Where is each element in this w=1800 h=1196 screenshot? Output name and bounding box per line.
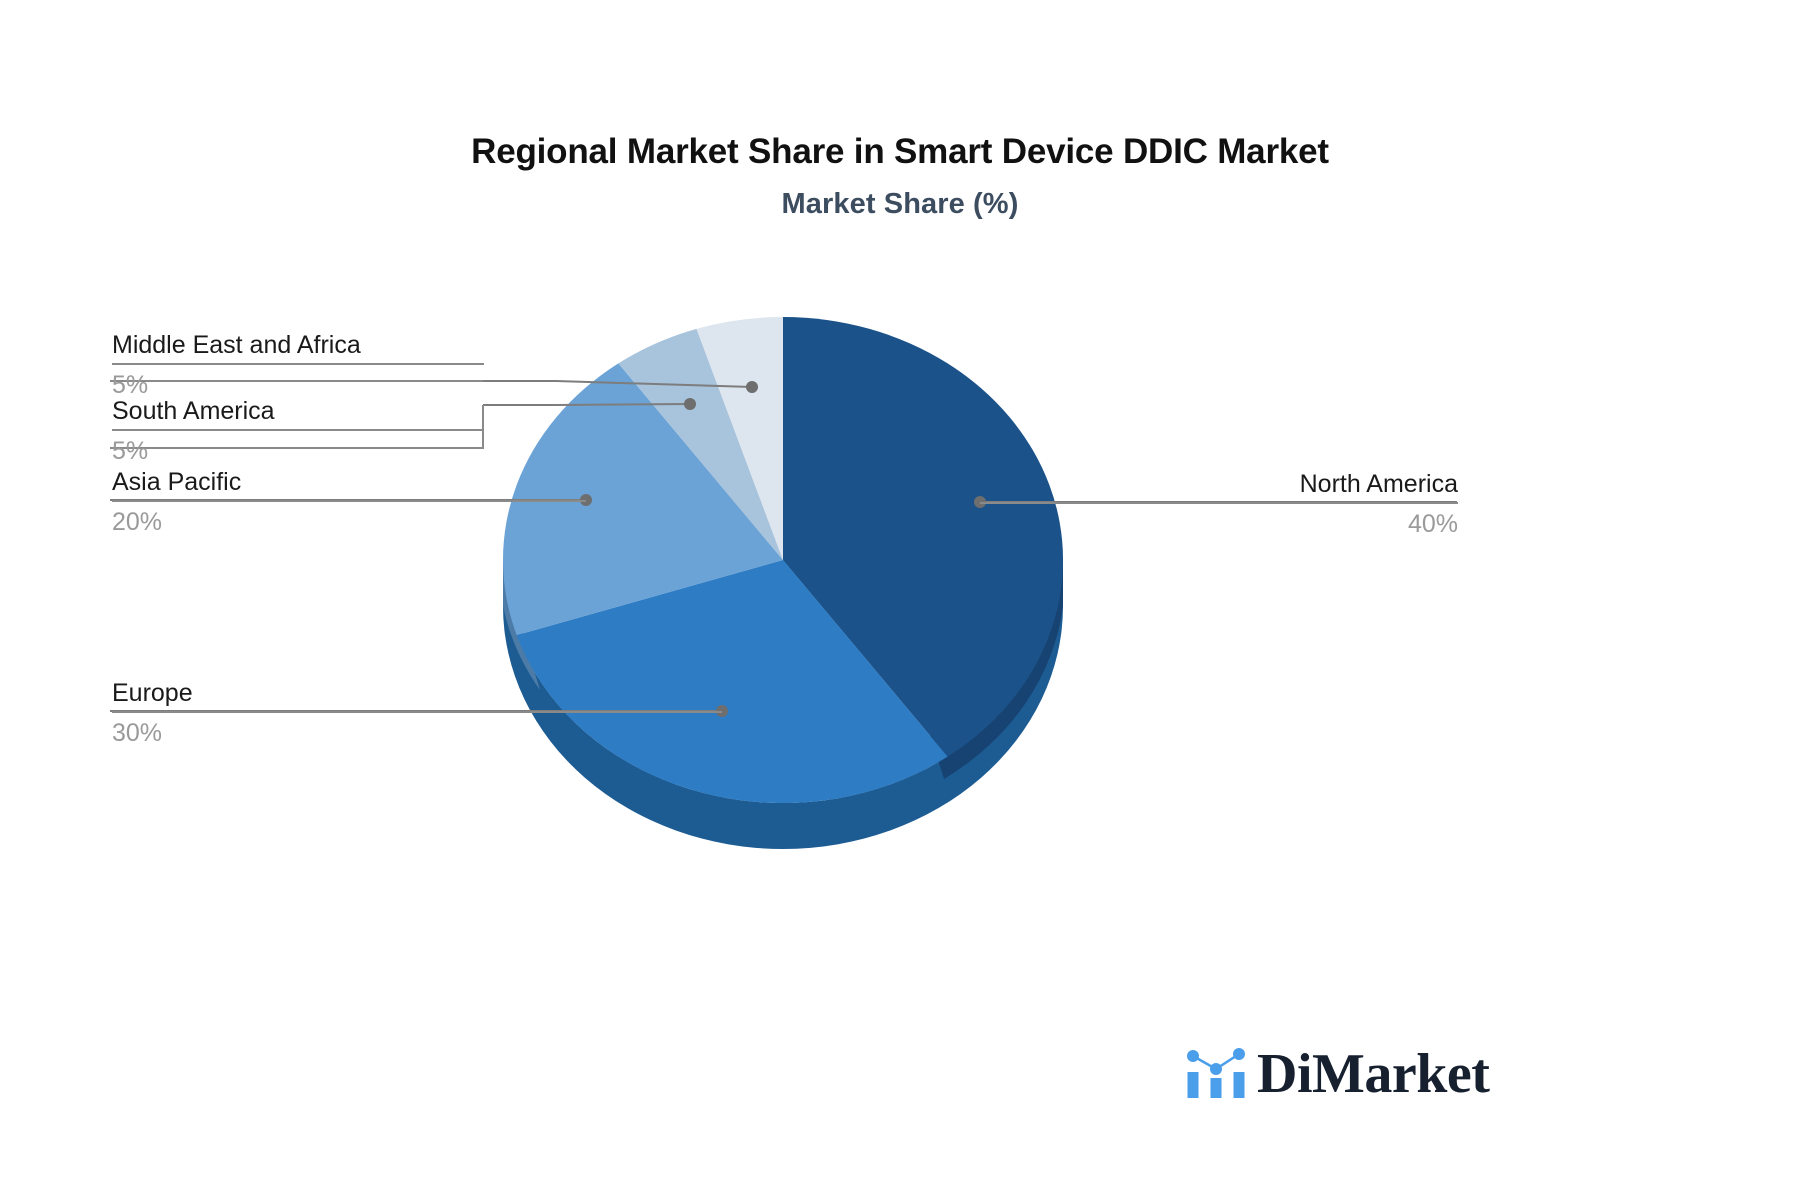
callout-south-america: South America 5% — [112, 396, 484, 467]
page-title: Regional Market Share in Smart Device DD… — [471, 132, 1329, 171]
leader-line-south-america — [483, 403, 691, 406]
leader-dot-middle-east-and-africa — [746, 381, 758, 393]
callout-value-south-america: 5% — [112, 437, 149, 465]
bar-chart-icon — [1187, 1048, 1245, 1098]
chart-subtitle: Market Share (%) — [781, 188, 1019, 220]
leader-corner-sa — [110, 405, 484, 449]
callout-rule-north-america — [980, 502, 1458, 504]
pie-slice-europe[interactable] — [516, 560, 948, 804]
pie-slice-south-america[interactable] — [618, 328, 783, 560]
leader-dot-europe — [716, 705, 728, 717]
leader-dots — [580, 381, 986, 717]
callout-label-middle-east-and-africa: Middle East and Africa — [112, 331, 361, 359]
callout-label-north-america: North America — [1299, 470, 1458, 498]
callout-value-asia-pacific: 20% — [112, 508, 163, 536]
brand-logo[interactable]: DiMarket — [1185, 1042, 1490, 1105]
callout-rule-middle-east-and-africa — [112, 363, 484, 365]
pie-slices — [502, 317, 1064, 804]
callout-rule-europe — [112, 711, 722, 713]
callout-label-south-america: South America — [112, 397, 275, 425]
callout-value-middle-east-and-africa: 5% — [112, 371, 149, 399]
callout-rule-asia-pacific — [112, 500, 586, 502]
leader-dot-asia-pacific — [580, 494, 592, 506]
callout-europe: Europe 30% — [112, 678, 722, 749]
callout-middle-east-and-africa: Middle East and Africa 5% — [112, 330, 484, 401]
callout-asia-pacific: Asia Pacific 20% — [112, 467, 586, 538]
brand-name: DiMarket — [1257, 1043, 1490, 1105]
pie-slice-north-america[interactable] — [783, 317, 1064, 757]
leader-line-middle-east-and-africa — [483, 380, 753, 388]
callout-rule-south-america — [112, 429, 484, 431]
callout-label-asia-pacific: Asia Pacific — [112, 468, 242, 496]
callout-value-north-america: 40% — [1407, 510, 1458, 538]
callout-label-europe: Europe — [112, 679, 193, 707]
pie-slice-middle-east-and-africa[interactable] — [696, 317, 784, 560]
callout-north-america: North America 40% — [980, 469, 1458, 540]
leader-corners — [110, 380, 484, 449]
callout-value-europe: 30% — [112, 719, 163, 747]
pie-slice-asia-pacific[interactable] — [502, 363, 783, 636]
leader-dot-south-america — [684, 398, 696, 410]
